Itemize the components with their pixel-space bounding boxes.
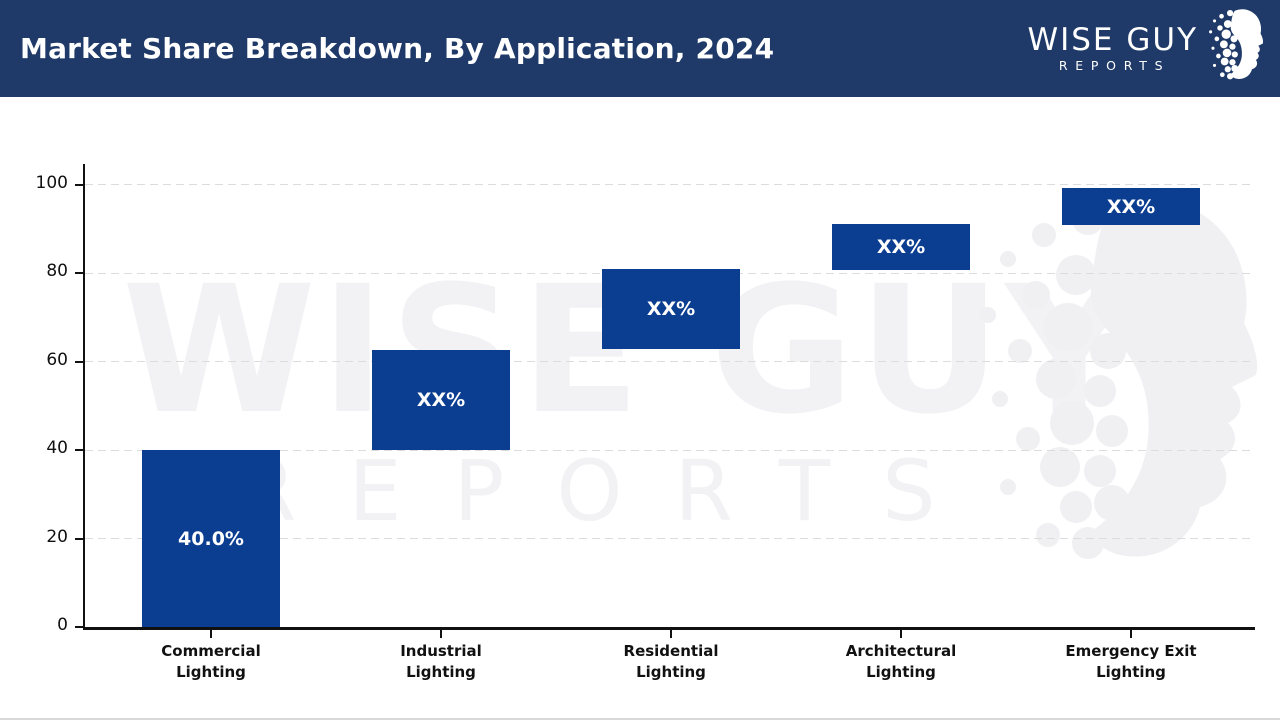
y-tick-mark bbox=[75, 537, 84, 540]
x-category-label: Commercial Lighting bbox=[161, 642, 261, 681]
logo-text: WISE GUY REPORTS bbox=[1027, 24, 1198, 74]
x-tick-mark bbox=[1130, 630, 1132, 638]
y-tick-label: 60 bbox=[46, 349, 68, 370]
x-category-label: Industrial Lighting bbox=[400, 642, 482, 681]
gridline-40 bbox=[85, 449, 1253, 451]
wise-guy-logo: WISE GUY REPORTS bbox=[1027, 6, 1266, 92]
header-bar: Market Share Breakdown, By Application, … bbox=[0, 0, 1280, 97]
y-tick-label: 20 bbox=[46, 526, 68, 547]
bar-segment: XX% bbox=[602, 269, 740, 350]
bar-value-label: 40.0% bbox=[178, 527, 244, 550]
x-category-label: Residential Lighting bbox=[623, 642, 719, 681]
logo-subtext: REPORTS bbox=[1058, 58, 1171, 74]
y-tick-mark bbox=[75, 183, 84, 186]
bar-value-label: XX% bbox=[646, 298, 696, 321]
bottom-border bbox=[0, 718, 1280, 720]
y-axis-line bbox=[83, 164, 85, 630]
gridline-20 bbox=[85, 538, 1253, 539]
page-title: Market Share Breakdown, By Application, … bbox=[20, 32, 775, 65]
bar-segment: 40.0% bbox=[142, 450, 280, 627]
y-tick-label: 100 bbox=[35, 172, 68, 193]
x-axis-line bbox=[83, 627, 1255, 630]
bar-segment: XX% bbox=[832, 223, 970, 270]
gridline-100 bbox=[85, 184, 1253, 185]
gridline-60 bbox=[85, 361, 1253, 362]
bar-segment: XX% bbox=[1062, 188, 1200, 226]
watermark-subtext: REPORTS bbox=[238, 442, 988, 540]
y-tick-mark bbox=[75, 272, 84, 274]
x-tick-mark bbox=[210, 630, 212, 638]
bar-value-label: XX% bbox=[876, 235, 926, 258]
y-tick-label: 80 bbox=[46, 261, 68, 281]
y-tick-label: 0 bbox=[57, 615, 68, 635]
x-category-label: Architectural Lighting bbox=[845, 642, 957, 681]
bar-value-label: XX% bbox=[416, 388, 466, 411]
bar-value-label: XX% bbox=[1106, 195, 1156, 218]
y-tick-mark bbox=[75, 626, 84, 628]
y-tick-label: 40 bbox=[46, 438, 68, 458]
y-tick-mark bbox=[75, 449, 84, 451]
y-tick-mark bbox=[75, 360, 84, 363]
logo-wordmark: WISE GUY bbox=[1027, 21, 1198, 58]
bar-segment: XX% bbox=[372, 349, 510, 450]
x-category-label: Emergency Exit Lighting bbox=[1065, 642, 1197, 681]
x-tick-mark bbox=[440, 630, 442, 638]
x-tick-mark bbox=[670, 630, 672, 638]
wise-guy-face-icon bbox=[1209, 8, 1264, 79]
x-tick-mark bbox=[900, 630, 902, 638]
